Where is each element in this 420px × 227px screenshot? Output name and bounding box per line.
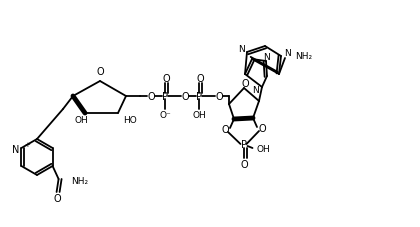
Text: O: O — [241, 159, 248, 169]
Text: OH: OH — [192, 111, 206, 120]
Text: N: N — [284, 49, 291, 58]
Text: +: + — [24, 141, 30, 147]
Text: O: O — [241, 79, 249, 89]
Text: OH: OH — [74, 116, 88, 125]
Text: O: O — [147, 92, 155, 101]
Text: N: N — [12, 144, 19, 154]
Text: OH: OH — [257, 145, 270, 154]
Text: N: N — [238, 45, 245, 54]
Text: O⁻: O⁻ — [159, 111, 171, 120]
Text: P: P — [241, 139, 247, 149]
Text: P: P — [196, 92, 202, 101]
Text: O: O — [215, 92, 223, 101]
Text: NH₂: NH₂ — [71, 177, 89, 186]
Text: O: O — [181, 92, 189, 101]
Text: O: O — [162, 74, 170, 84]
Text: O: O — [196, 74, 204, 84]
Text: N: N — [252, 86, 259, 95]
Text: P: P — [162, 92, 168, 101]
Text: HO: HO — [123, 116, 137, 125]
Text: N: N — [264, 53, 270, 62]
Text: O: O — [258, 123, 266, 133]
Text: O: O — [96, 67, 104, 77]
Text: O: O — [221, 124, 229, 134]
Text: NH₂: NH₂ — [295, 52, 312, 61]
Text: O: O — [54, 193, 61, 203]
